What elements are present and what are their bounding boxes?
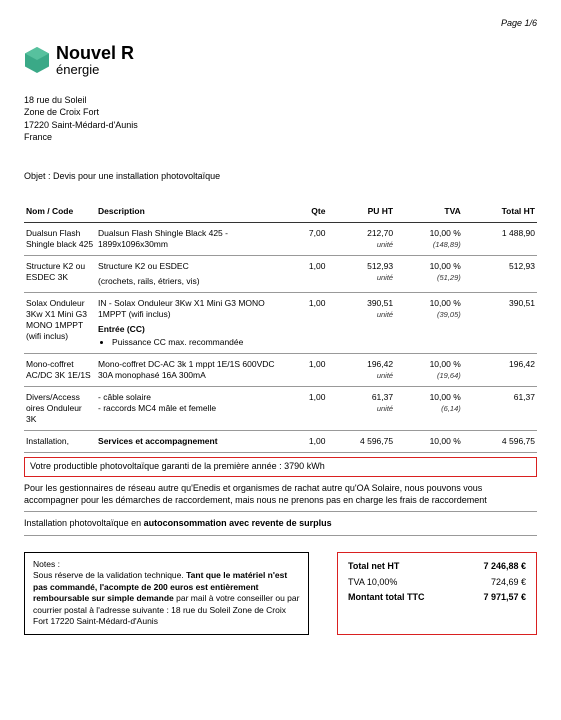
cell-pu: 390,51unité bbox=[327, 292, 395, 353]
cell-desc: Mono-coffret DC-AC 3k 1 mppt 1E/1S 600VD… bbox=[96, 353, 284, 386]
subject-line: Objet : Devis pour une installation phot… bbox=[24, 171, 537, 183]
installation-type: Installation photovoltaïque en autoconso… bbox=[24, 518, 537, 536]
address-line: 18 rue du Soleil bbox=[24, 94, 537, 106]
cell-pu: 61,37unité bbox=[327, 386, 395, 430]
cell-name: Divers/Access oires Onduleur 3K bbox=[24, 386, 96, 430]
address-line: 17220 Saint-Médard-d'Aunis bbox=[24, 119, 537, 131]
col-pu: PU HT bbox=[327, 202, 395, 222]
brand-name: Nouvel R bbox=[56, 44, 134, 63]
notes-box: Notes : Sous réserve de la validation te… bbox=[24, 552, 309, 635]
guarantee-highlight: Votre productible photovoltaïque garanti… bbox=[24, 457, 537, 477]
table-row: Solax Onduleur 3Kw X1 Mini G3 MONO 1MPPT… bbox=[24, 292, 537, 353]
cell-tva: 10,00 %(19,64) bbox=[395, 353, 463, 386]
total-ttc-label: Montant total TTC bbox=[348, 592, 424, 604]
col-tva: TVA bbox=[395, 202, 463, 222]
cell-qte: 7,00 bbox=[284, 222, 328, 255]
cell-total: 512,93 bbox=[463, 255, 537, 292]
address-block: 18 rue du Soleil Zone de Croix Fort 1722… bbox=[24, 94, 537, 143]
cell-qte: 1,00 bbox=[284, 386, 328, 430]
cell-pu: 212,70unité bbox=[327, 222, 395, 255]
cell-name: Solax Onduleur 3Kw X1 Mini G3 MONO 1MPPT… bbox=[24, 292, 96, 353]
cell-total: 390,51 bbox=[463, 292, 537, 353]
total-tva-value: 724,69 € bbox=[491, 577, 526, 589]
cell-tva: 10,00 %(6,14) bbox=[395, 386, 463, 430]
table-row: Installation, Services et accompagnement… bbox=[24, 431, 537, 453]
cell-name: Structure K2 ou ESDEC 3K bbox=[24, 255, 96, 292]
col-name: Nom / Code bbox=[24, 202, 96, 222]
cell-desc: IN - Solax Onduleur 3Kw X1 Mini G3 MONO … bbox=[96, 292, 284, 353]
cell-total: 196,42 bbox=[463, 353, 537, 386]
table-row: Structure K2 ou ESDEC 3K Structure K2 ou… bbox=[24, 255, 537, 292]
cell-qte: 1,00 bbox=[284, 353, 328, 386]
table-row: Mono-coffret AC/DC 3K 1E/1S Mono-coffret… bbox=[24, 353, 537, 386]
cell-tva: 10,00 %(148,89) bbox=[395, 222, 463, 255]
line-items-table: Nom / Code Description Qte PU HT TVA Tot… bbox=[24, 202, 537, 453]
cell-name: Installation, bbox=[24, 431, 96, 453]
brand-logo: Nouvel R énergie bbox=[24, 44, 537, 77]
total-ttc-value: 7 971,57 € bbox=[483, 592, 526, 604]
brand-tagline: énergie bbox=[56, 63, 134, 77]
disclaimer-paragraph: Pour les gestionnaires de réseau autre q… bbox=[24, 483, 537, 512]
col-total: Total HT bbox=[463, 202, 537, 222]
cell-desc: Services et accompagnement bbox=[96, 431, 284, 453]
table-row: Divers/Access oires Onduleur 3K - câble … bbox=[24, 386, 537, 430]
totals-box: Total net HT 7 246,88 € TVA 10,00% 724,69 … bbox=[337, 552, 537, 635]
address-line: Zone de Croix Fort bbox=[24, 106, 537, 118]
total-net-label: Total net HT bbox=[348, 561, 399, 573]
cell-name: Dualsun Flash Shingle black 425 bbox=[24, 222, 96, 255]
cell-desc: Dualsun Flash Shingle Black 425 - 1899x1… bbox=[96, 222, 284, 255]
cell-total: 4 596,75 bbox=[463, 431, 537, 453]
cell-desc: - câble solaire - raccords MC4 mâle et f… bbox=[96, 386, 284, 430]
cell-tva: 10,00 %(39,05) bbox=[395, 292, 463, 353]
cell-qte: 1,00 bbox=[284, 431, 328, 453]
cell-total: 1 488,90 bbox=[463, 222, 537, 255]
address-line: France bbox=[24, 131, 537, 143]
cell-qte: 1,00 bbox=[284, 255, 328, 292]
cell-pu: 4 596,75 bbox=[327, 431, 395, 453]
col-desc: Description bbox=[96, 202, 284, 222]
cell-pu: 512,93unité bbox=[327, 255, 395, 292]
cell-qte: 1,00 bbox=[284, 292, 328, 353]
cell-name: Mono-coffret AC/DC 3K 1E/1S bbox=[24, 353, 96, 386]
cell-desc: Structure K2 ou ESDEC(crochets, rails, é… bbox=[96, 255, 284, 292]
cell-tva: 10,00 % bbox=[395, 431, 463, 453]
total-tva-label: TVA 10,00% bbox=[348, 577, 397, 589]
table-row: Dualsun Flash Shingle black 425 Dualsun … bbox=[24, 222, 537, 255]
total-net-value: 7 246,88 € bbox=[483, 561, 526, 573]
cell-total: 61,37 bbox=[463, 386, 537, 430]
hexagon-icon bbox=[24, 46, 50, 74]
cell-tva: 10,00 %(51,29) bbox=[395, 255, 463, 292]
page-number: Page 1/6 bbox=[24, 18, 537, 30]
col-qte: Qte bbox=[284, 202, 328, 222]
cell-pu: 196,42unité bbox=[327, 353, 395, 386]
